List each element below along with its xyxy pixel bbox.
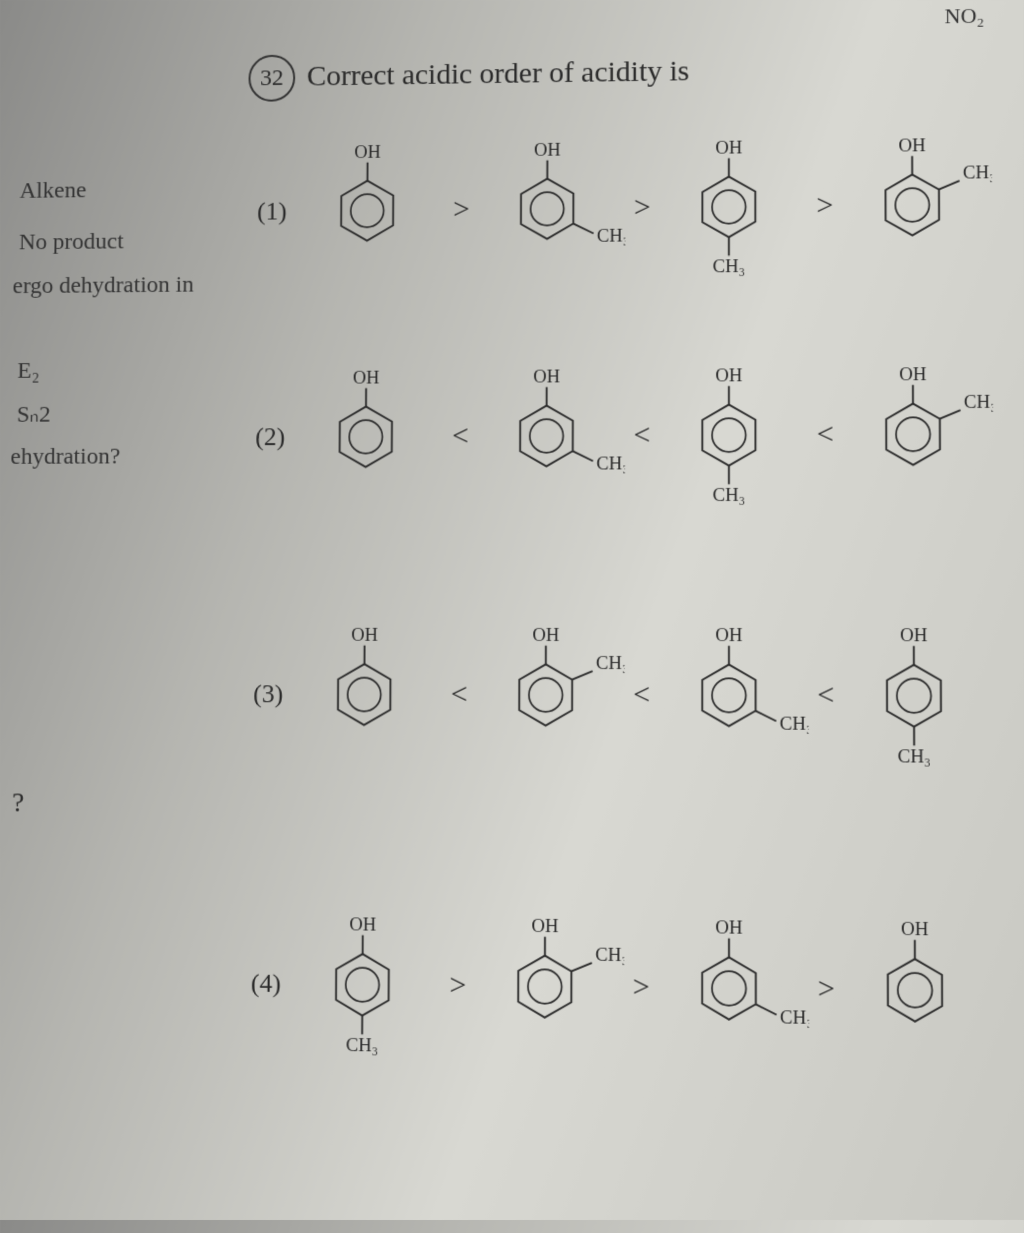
molecule-m-cresol: OH CH₃: [477, 124, 626, 293]
relation-symbol: >: [634, 191, 651, 225]
svg-text:CH₃: CH₃: [597, 225, 626, 245]
molecule-phenol: OH: [294, 610, 443, 780]
svg-text:CH₃: CH₃: [964, 392, 994, 413]
option-4-label: (4): [251, 969, 281, 999]
molecule-p-cresol: OH CH₃: [658, 350, 808, 520]
svg-text:OH: OH: [352, 624, 379, 644]
relation-symbol: <: [817, 678, 834, 712]
option-1-row: (1) OH > OH CH₃ > OH CH₃ > OH CH₃: [256, 120, 992, 295]
svg-text:OH: OH: [716, 917, 743, 938]
svg-text:OH: OH: [900, 624, 927, 644]
relation-symbol: >: [449, 968, 466, 1002]
frag-sn2: Sₙ2: [17, 399, 217, 428]
svg-text:CH₃: CH₃: [596, 945, 625, 966]
molecule-m-cresol: OH CH₃: [658, 610, 809, 781]
option-2-row: (2) OH < OH CH₃ < OH CH₃ < OH CH₃: [255, 349, 994, 521]
relation-symbol: >: [816, 189, 833, 223]
svg-text:OH: OH: [899, 135, 926, 155]
stray-qmark: ?: [12, 788, 24, 820]
svg-text:OH: OH: [350, 914, 377, 935]
svg-text:OH: OH: [533, 624, 560, 644]
molecule-phenol: OH: [298, 127, 446, 295]
frag-noproduct: No product: [19, 228, 218, 256]
svg-text:OH: OH: [534, 139, 561, 159]
molecule-phenol: OH: [843, 903, 997, 1078]
svg-text:CH₃: CH₃: [898, 746, 931, 767]
svg-text:CH₃: CH₃: [713, 485, 746, 505]
molecule-p-cresol: OH CH₃: [659, 122, 809, 292]
relation-symbol: <: [451, 678, 468, 712]
frag-dehydration: ergo dehydration in: [12, 272, 217, 300]
option-3-row: (3) OH < OH CH₃ < OH CH₃ < OH CH₃: [253, 610, 996, 782]
molecule-p-cresol: OH CH₃: [842, 610, 995, 782]
molecule-m-cresol: OH CH₃: [476, 351, 625, 520]
molecule-o-cresol: OH CH₃: [841, 120, 993, 290]
molecule-o-cresol: OH CH₃: [474, 900, 625, 1073]
question-number-circle: 32: [248, 55, 295, 102]
svg-text:CH₃: CH₃: [713, 256, 745, 276]
svg-text:OH: OH: [534, 366, 561, 386]
svg-text:CH₃: CH₃: [596, 653, 625, 673]
molecule-p-cresol: OH CH₃: [292, 899, 442, 1071]
svg-text:OH: OH: [355, 141, 382, 161]
molecule-phenol: OH: [296, 352, 444, 520]
relation-symbol: <: [633, 419, 650, 453]
frag-alkene: Alkene: [19, 176, 218, 204]
svg-text:OH: OH: [532, 915, 559, 936]
svg-text:OH: OH: [716, 137, 743, 157]
molecule-m-cresol: OH CH₃: [658, 902, 810, 1076]
relation-symbol: >: [633, 970, 650, 1005]
svg-text:CH₃: CH₃: [780, 713, 809, 734]
left-column-fragments: Alkene No product ergo dehydration in E₂…: [12, 168, 218, 478]
relation-symbol: >: [453, 193, 470, 227]
frag-e2: E₂: [17, 357, 217, 385]
question-text: Correct acidic order of acidity is: [307, 55, 690, 94]
option-2-label: (2): [255, 422, 285, 452]
svg-text:OH: OH: [716, 365, 743, 385]
svg-text:CH₃: CH₃: [597, 453, 626, 473]
relation-symbol: <: [452, 419, 469, 453]
svg-text:OH: OH: [899, 364, 926, 384]
molecule-o-cresol: OH CH₃: [475, 610, 625, 780]
relation-symbol: <: [817, 418, 834, 452]
relation-symbol: <: [633, 678, 650, 712]
svg-text:OH: OH: [716, 624, 743, 644]
svg-text:OH: OH: [353, 367, 380, 387]
relation-symbol: >: [818, 972, 835, 1007]
svg-text:OH: OH: [901, 918, 929, 939]
question-number: 32: [260, 65, 284, 92]
molecule-o-cresol: OH CH₃: [842, 349, 994, 520]
frag-ehydration: ehydration?: [10, 443, 216, 470]
svg-text:CH₃: CH₃: [780, 1007, 809, 1028]
partial-label: NO₂: [945, 3, 985, 29]
option-3-label: (3): [253, 679, 283, 709]
svg-text:CH₃: CH₃: [963, 163, 993, 184]
option-1-label: (1): [257, 197, 287, 227]
option-4-row: (4) OH CH₃ > OH CH₃ > OH CH₃ > OH: [250, 899, 996, 1079]
svg-text:CH₃: CH₃: [346, 1035, 378, 1056]
